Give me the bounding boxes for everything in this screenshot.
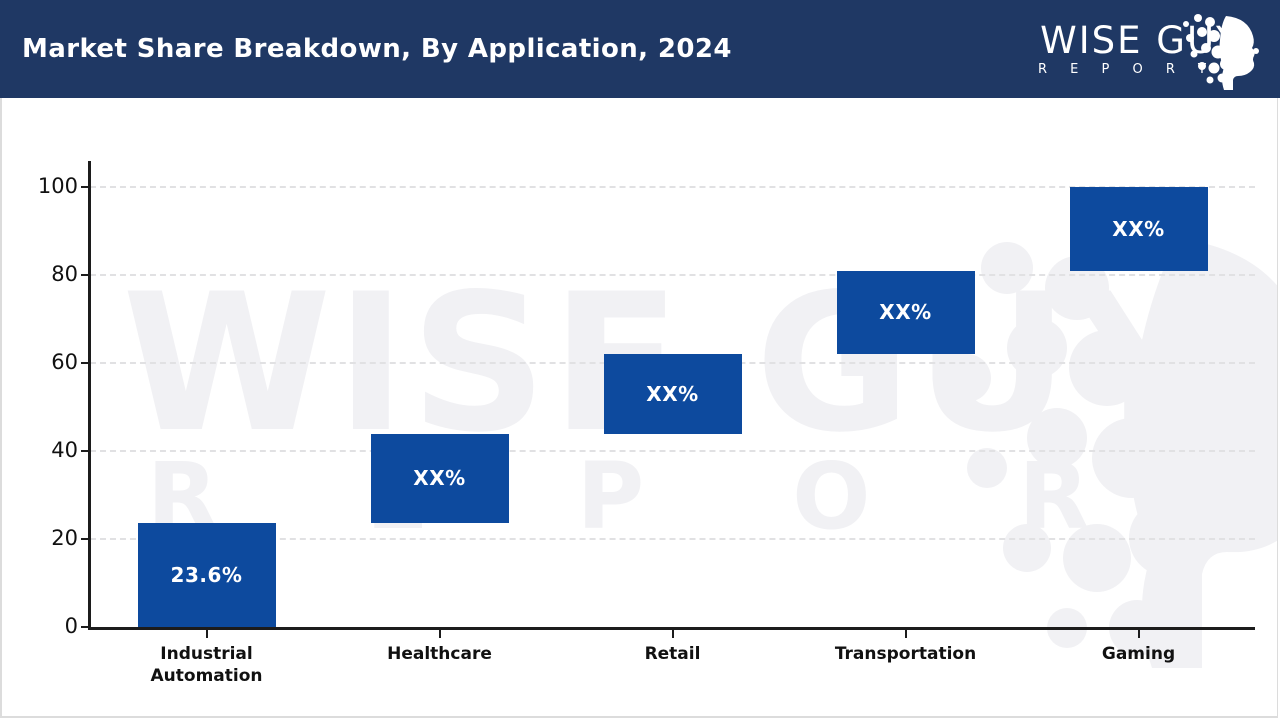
y-axis-tickmark (81, 450, 90, 452)
watermark-head-icon (929, 238, 1277, 668)
bar-value-label: XX% (413, 466, 466, 491)
bar-value-label: XX% (646, 382, 699, 406)
y-axis-tick-label: 40 (51, 438, 78, 462)
gridline (90, 186, 1255, 188)
x-axis-category-label: Retail (644, 644, 701, 664)
bar-healthcare: XX% (370, 433, 509, 524)
x-axis-category-label: Gaming (1101, 644, 1176, 664)
logo-text: WISE GUY R E P O R T S (1034, 22, 1247, 77)
gridline (90, 538, 1255, 540)
page-title: Market Share Breakdown, By Application, … (22, 34, 732, 64)
y-axis-line (88, 161, 91, 630)
y-axis-tick-label: 60 (51, 350, 78, 374)
x-axis-tickmark (205, 630, 208, 638)
y-axis-tick-label: 20 (51, 526, 78, 550)
y-axis-tickmark (81, 538, 90, 540)
bar-transportation: XX% (836, 270, 975, 355)
bar-retail: XX% (603, 354, 742, 434)
y-axis-tick-label: 100 (37, 174, 78, 198)
bar-value-label: XX% (879, 300, 932, 325)
x-axis-tickmark (438, 630, 441, 638)
bar-value-label: 23.6% (170, 563, 243, 588)
bar-industrial-automation: 23.6% (137, 523, 276, 627)
y-axis-tick-label: 0 (64, 614, 78, 638)
x-axis-category-label: Transportation (834, 644, 977, 664)
gridline (90, 450, 1255, 452)
y-axis-tickmark (81, 626, 90, 628)
x-axis-tickmark (671, 630, 674, 638)
wise-guy-logo: WISE GUY R E P O R T S (1006, 8, 1266, 92)
chart-area: WISE GUY R E P O R T S 02040608010023.6%… (0, 98, 1278, 718)
x-axis-tickmark (904, 630, 907, 638)
dotted-head-profile-icon (1183, 14, 1259, 90)
x-axis-category-label: Healthcare (387, 644, 492, 664)
header-bar: Market Share Breakdown, By Application, … (0, 0, 1280, 98)
bar-value-label: XX% (1112, 216, 1165, 241)
bar-gaming: XX% (1069, 187, 1208, 271)
y-axis-tickmark (81, 362, 90, 364)
gridline (90, 274, 1255, 276)
y-axis-tickmark (81, 186, 90, 188)
y-axis-tickmark (81, 274, 90, 276)
x-axis-line (88, 627, 1255, 630)
logo-subtitle: R E P O R T S (1038, 62, 1247, 77)
x-axis-category-label: Industrial Automation (150, 644, 263, 687)
x-axis-tickmark (1137, 630, 1140, 638)
y-axis-tick-label: 80 (51, 262, 78, 286)
